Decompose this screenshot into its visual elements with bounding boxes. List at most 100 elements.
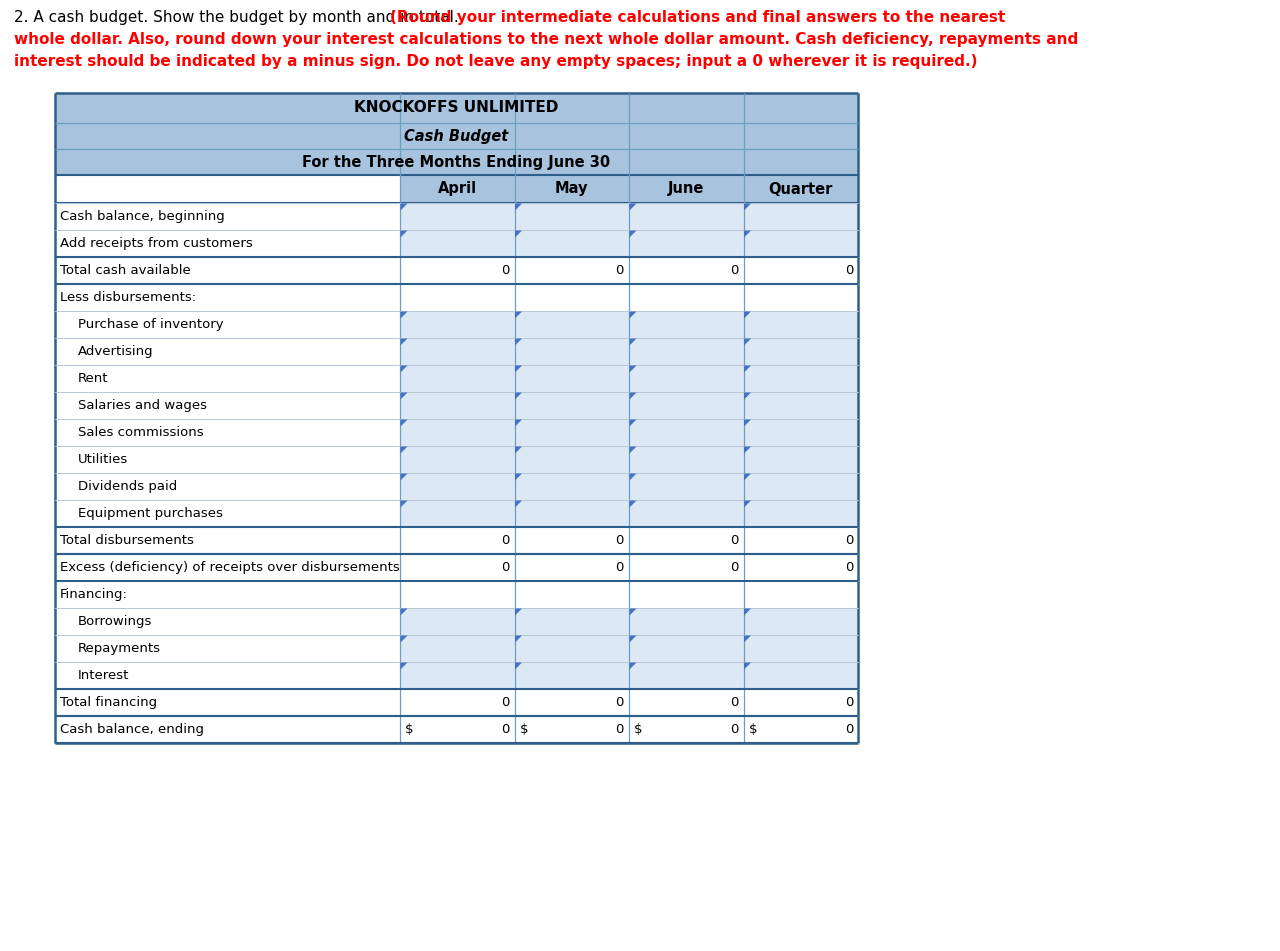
- Bar: [55, 230, 399, 257]
- Polygon shape: [630, 339, 636, 345]
- Text: 0: 0: [502, 696, 509, 709]
- Polygon shape: [744, 204, 751, 210]
- Text: Utilities: Utilities: [78, 453, 128, 466]
- Text: 0: 0: [502, 534, 509, 547]
- Polygon shape: [744, 474, 751, 480]
- Polygon shape: [630, 230, 636, 238]
- Bar: [744, 338, 858, 365]
- Bar: [744, 419, 858, 446]
- Polygon shape: [744, 609, 751, 615]
- Text: Cash Budget: Cash Budget: [404, 128, 508, 144]
- Bar: [628, 338, 744, 365]
- Bar: [55, 554, 399, 581]
- Text: Total cash available: Total cash available: [60, 264, 191, 277]
- Bar: [744, 284, 858, 311]
- Bar: [744, 500, 858, 527]
- Polygon shape: [630, 393, 636, 399]
- Bar: [515, 689, 628, 716]
- Polygon shape: [630, 663, 636, 670]
- Text: Less disbursements:: Less disbursements:: [60, 291, 196, 304]
- Text: 0: 0: [502, 723, 509, 736]
- Polygon shape: [515, 204, 522, 210]
- Bar: [628, 581, 744, 608]
- Bar: [55, 175, 399, 203]
- Bar: [628, 608, 744, 635]
- Bar: [55, 581, 399, 608]
- Text: 0: 0: [845, 696, 852, 709]
- Text: Borrowings: Borrowings: [78, 615, 152, 628]
- Polygon shape: [630, 365, 636, 373]
- Bar: [515, 500, 628, 527]
- Text: 0: 0: [845, 534, 852, 547]
- Bar: [744, 527, 858, 554]
- Polygon shape: [744, 365, 751, 373]
- Text: 0: 0: [845, 723, 852, 736]
- Text: Total financing: Total financing: [60, 696, 157, 709]
- Bar: [628, 230, 744, 257]
- Polygon shape: [630, 204, 636, 210]
- Bar: [628, 284, 744, 311]
- Bar: [628, 554, 744, 581]
- Bar: [628, 311, 744, 338]
- Bar: [55, 311, 399, 338]
- Bar: [399, 175, 858, 203]
- Text: 0: 0: [502, 264, 509, 277]
- Bar: [515, 446, 628, 473]
- Polygon shape: [401, 204, 407, 210]
- Bar: [628, 689, 744, 716]
- Polygon shape: [744, 663, 751, 670]
- Text: Rent: Rent: [78, 372, 109, 385]
- Bar: [399, 689, 515, 716]
- Bar: [515, 554, 628, 581]
- Bar: [515, 203, 628, 230]
- Polygon shape: [515, 635, 522, 643]
- Bar: [744, 662, 858, 689]
- Bar: [628, 446, 744, 473]
- Bar: [55, 123, 858, 149]
- Bar: [744, 311, 858, 338]
- Text: 0: 0: [616, 264, 625, 277]
- Bar: [515, 527, 628, 554]
- Bar: [55, 93, 858, 123]
- Polygon shape: [515, 365, 522, 373]
- Bar: [744, 365, 858, 392]
- Polygon shape: [401, 447, 407, 454]
- Text: 0: 0: [730, 723, 739, 736]
- Bar: [628, 716, 744, 743]
- Text: Salaries and wages: Salaries and wages: [78, 399, 207, 412]
- Text: Interest: Interest: [78, 669, 129, 682]
- Text: 0: 0: [730, 561, 739, 574]
- Polygon shape: [401, 419, 407, 426]
- Bar: [515, 473, 628, 500]
- Bar: [399, 284, 515, 311]
- Bar: [515, 581, 628, 608]
- Bar: [399, 662, 515, 689]
- Bar: [628, 203, 744, 230]
- Bar: [744, 473, 858, 500]
- Bar: [515, 338, 628, 365]
- Polygon shape: [401, 230, 407, 238]
- Text: May: May: [556, 182, 589, 197]
- Text: Financing:: Financing:: [60, 588, 128, 601]
- Bar: [515, 716, 628, 743]
- Bar: [515, 635, 628, 662]
- Bar: [399, 392, 515, 419]
- Bar: [744, 608, 858, 635]
- Polygon shape: [401, 500, 407, 508]
- Polygon shape: [744, 339, 751, 345]
- Bar: [515, 284, 628, 311]
- Bar: [628, 662, 744, 689]
- Polygon shape: [744, 419, 751, 426]
- Text: Cash balance, beginning: Cash balance, beginning: [60, 210, 225, 223]
- Text: Add receipts from customers: Add receipts from customers: [60, 237, 252, 250]
- Text: For the Three Months Ending June 30: For the Three Months Ending June 30: [302, 154, 611, 169]
- Bar: [55, 338, 399, 365]
- Text: $: $: [634, 723, 643, 736]
- Polygon shape: [630, 635, 636, 643]
- Bar: [744, 446, 858, 473]
- Bar: [55, 257, 399, 284]
- Polygon shape: [515, 230, 522, 238]
- Text: Repayments: Repayments: [78, 642, 161, 655]
- Text: 0: 0: [616, 696, 625, 709]
- Bar: [744, 581, 858, 608]
